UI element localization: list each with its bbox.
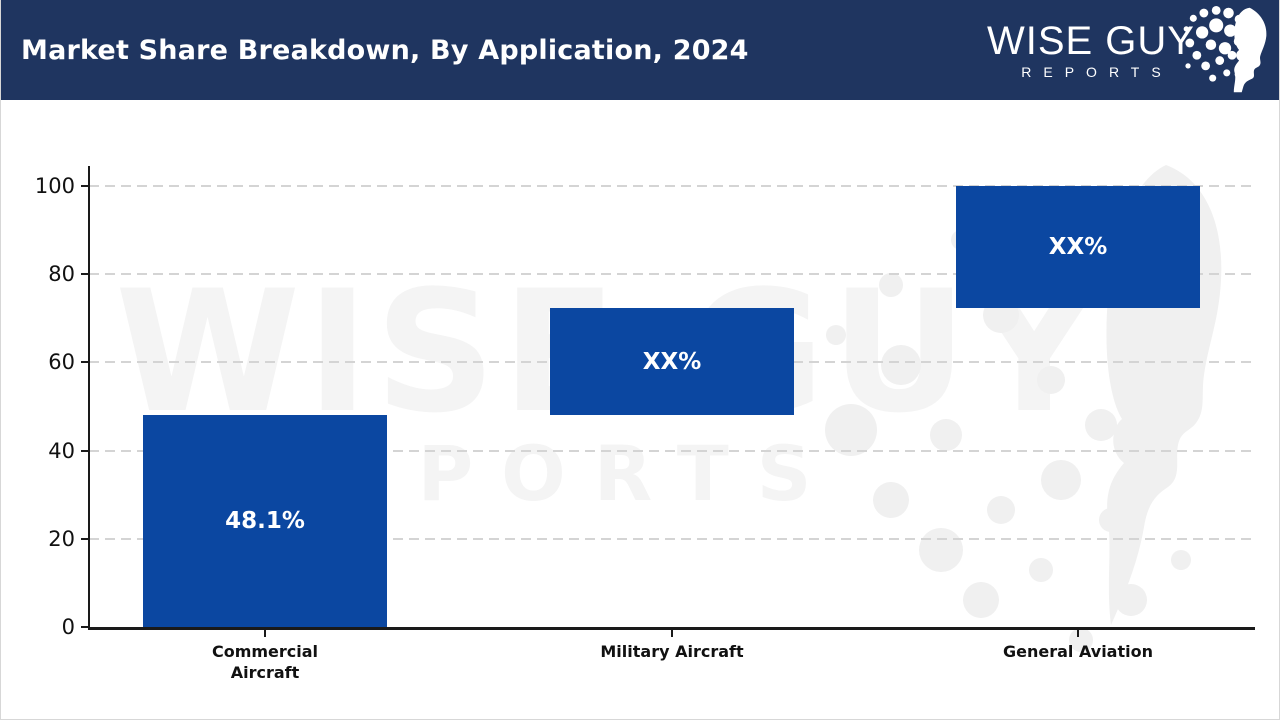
x-axis-label: Commercial Aircraft (211, 642, 319, 682)
wiseguy-face-icon (1183, 6, 1267, 93)
bar-label: XX% (1048, 234, 1108, 261)
y-tick-label: 0 (61, 615, 75, 639)
gridline (89, 449, 1254, 452)
gridline (89, 537, 1254, 540)
y-tick (81, 537, 89, 540)
bar: 48.1% (143, 414, 387, 627)
chart-title: Market Share Breakdown, By Application, … (21, 34, 749, 66)
y-tick (81, 361, 89, 364)
x-axis-line (88, 627, 1255, 630)
wiseguy-logo-text: WISE GUY REPORTS (987, 21, 1195, 79)
gridline (89, 273, 1254, 276)
bar-label: 48.1% (225, 507, 305, 534)
header-bar: Market Share Breakdown, By Application, … (1, 0, 1279, 100)
x-tick (264, 629, 266, 637)
wiseguy-logo: WISE GUY REPORTS (987, 6, 1269, 94)
plot-area: WISE GUY REPORTS 0 20 40 60 80 100 48.1% XX% XX%… (1, 100, 1279, 719)
bar: XX% (956, 186, 1200, 309)
logo-subtitle: REPORTS (1021, 64, 1173, 80)
bar: XX% (550, 308, 794, 415)
y-tick (81, 273, 89, 276)
logo-wordmark: WISE GUY (986, 19, 1195, 63)
y-tick-label: 100 (34, 174, 75, 198)
gridline (89, 185, 1254, 187)
y-tick-label: 80 (48, 262, 75, 287)
y-axis-line (88, 166, 90, 630)
y-tick-label: 60 (48, 350, 75, 375)
x-axis-label: General Aviation (1002, 642, 1153, 661)
y-tick (81, 449, 89, 452)
y-tick-label: 40 (48, 438, 75, 463)
x-tick (671, 629, 673, 637)
y-tick (81, 626, 89, 628)
y-tick-label: 20 (48, 526, 75, 551)
x-tick (1077, 629, 1079, 637)
y-tick (81, 185, 89, 187)
bar-label: XX% (642, 348, 702, 375)
x-axis-label: Military Aircraft (600, 642, 744, 661)
